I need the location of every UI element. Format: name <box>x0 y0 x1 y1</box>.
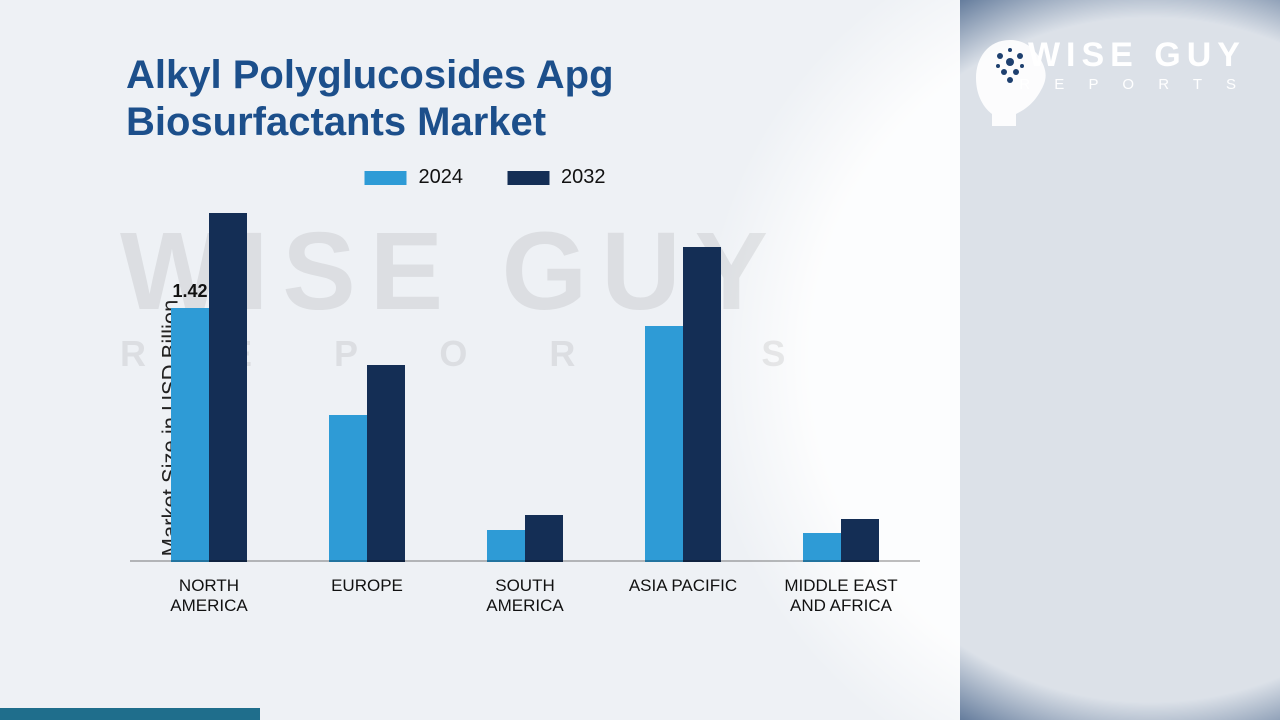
bar-group: 1.42 <box>149 213 269 562</box>
legend-label-2024: 2024 <box>419 166 464 189</box>
legend-swatch-2032 <box>507 171 549 185</box>
x-axis-labels: NORTH AMERICA EUROPE SOUTH AMERICA ASIA PAC… <box>130 568 920 688</box>
bar-group <box>465 515 585 562</box>
x-axis-category-label: EUROPE <box>307 568 427 688</box>
bars-container: 1.42 <box>130 204 920 562</box>
bottom-accent-stripe <box>0 708 260 720</box>
bar: 1.42 <box>171 308 209 562</box>
bar <box>329 415 367 562</box>
x-axis-category-label: MIDDLE EAST AND AFRICA <box>781 568 901 688</box>
legend-item-2032: 2032 <box>507 166 606 189</box>
bar-group <box>307 365 427 562</box>
brand-logo: WISE GUY R E P O R T S <box>1019 38 1246 93</box>
bar <box>487 530 525 562</box>
bar <box>683 247 721 562</box>
chart-area: Market Size in USD Billion 2024 2032 1.4… <box>50 168 920 688</box>
legend-item-2024: 2024 <box>365 166 464 189</box>
legend-label-2032: 2032 <box>561 166 606 189</box>
bar <box>645 326 683 562</box>
bar <box>209 213 247 562</box>
bar <box>803 533 841 562</box>
chart-title: Alkyl Polyglucosides Apg Biosurfactants … <box>126 52 706 146</box>
plot-region: 1.42 <box>130 204 920 562</box>
x-axis-category-label: ASIA PACIFIC <box>623 568 743 688</box>
bar <box>367 365 405 562</box>
bar <box>841 519 879 562</box>
x-axis-category-label: NORTH AMERICA <box>149 568 269 688</box>
page-root: WISE GUY R E P O R T S Alkyl Polyglucosi… <box>0 0 1280 720</box>
bar-group <box>623 247 743 562</box>
bar <box>525 515 563 562</box>
x-axis-baseline <box>130 560 920 562</box>
bar-group <box>781 519 901 562</box>
x-axis-category-label: SOUTH AMERICA <box>465 568 585 688</box>
chart-legend: 2024 2032 <box>365 166 606 189</box>
brand-logo-line1: WISE GUY <box>1019 38 1246 72</box>
brand-logo-line2: R E P O R T S <box>1019 76 1246 93</box>
legend-swatch-2024 <box>365 171 407 185</box>
bar-value-label: 1.42 <box>171 281 209 302</box>
